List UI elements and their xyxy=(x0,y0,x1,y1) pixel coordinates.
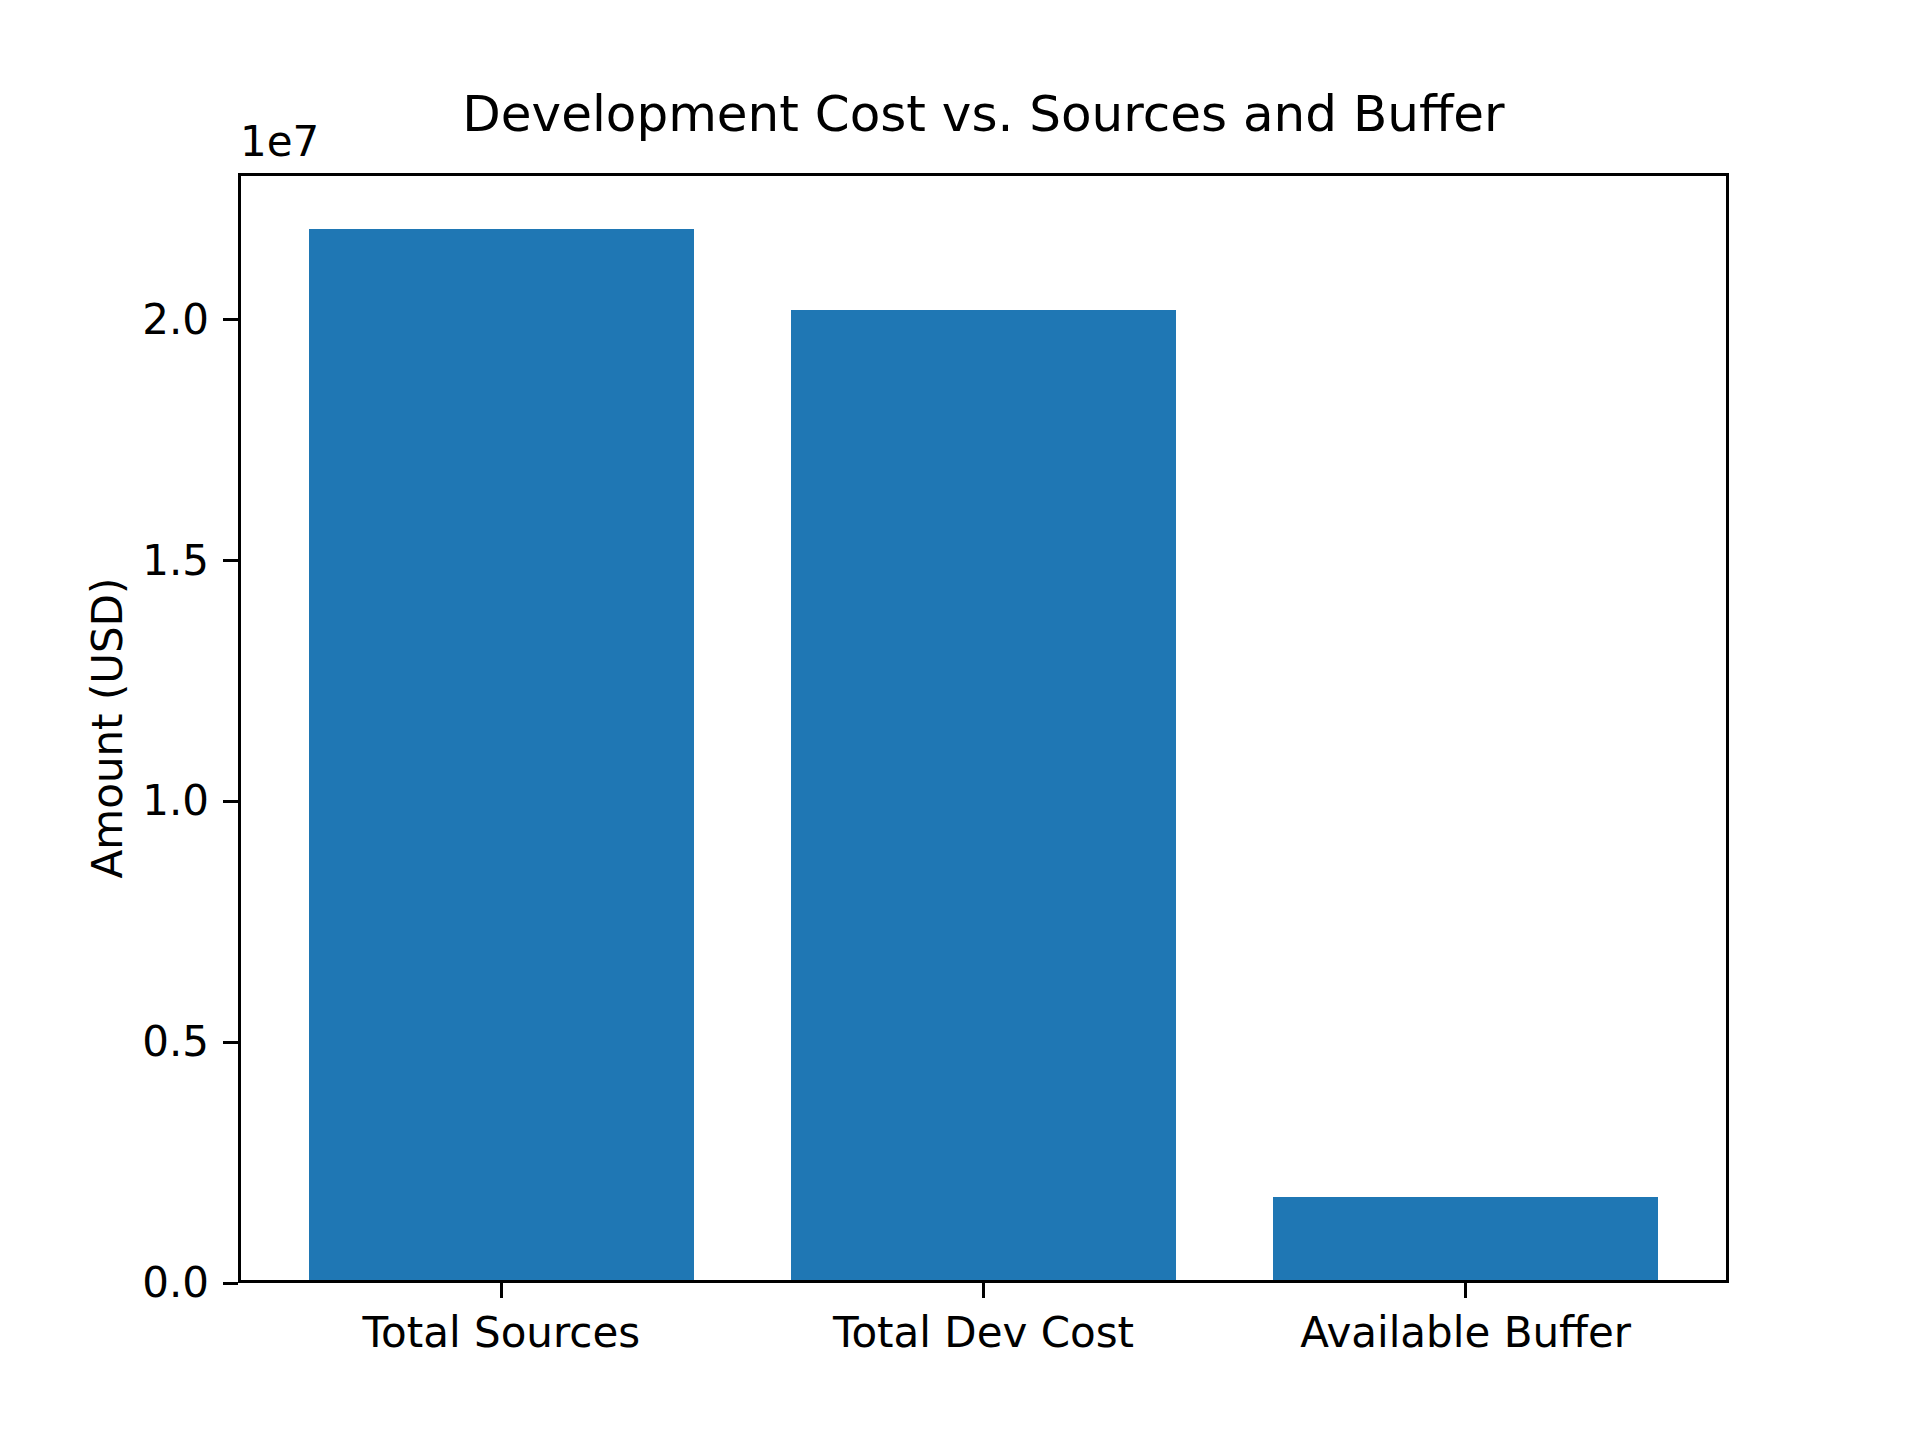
x-tick-mark xyxy=(982,1283,985,1298)
y-tick-mark xyxy=(223,1041,238,1044)
bar-total-sources xyxy=(309,229,695,1280)
figure: Development Cost vs. Sources and Buffer … xyxy=(0,0,1920,1440)
x-tick-label: Available Buffer xyxy=(1206,1308,1726,1358)
x-tick-mark xyxy=(1464,1283,1467,1298)
y-tick-mark xyxy=(223,318,238,321)
x-tick-mark xyxy=(500,1283,503,1298)
bar-available-buffer xyxy=(1273,1197,1659,1280)
y-tick-label: 1.0 xyxy=(9,776,209,826)
y-tick-label: 1.5 xyxy=(9,536,209,586)
y-tick-label: 2.0 xyxy=(9,295,209,345)
y-tick-label: 0.5 xyxy=(9,1017,209,1067)
x-tick-label: Total Sources xyxy=(241,1308,761,1358)
y-tick-mark xyxy=(223,559,238,562)
y-tick-label: 0.0 xyxy=(9,1258,209,1308)
bar-total-dev-cost xyxy=(791,310,1177,1280)
chart-title: Development Cost vs. Sources and Buffer xyxy=(238,84,1729,144)
y-axis-label: Amount (USD) xyxy=(83,578,132,879)
x-tick-label: Total Dev Cost xyxy=(724,1308,1244,1358)
y-axis-offset-label: 1e7 xyxy=(240,118,319,166)
plot-area xyxy=(238,173,1729,1283)
y-tick-mark xyxy=(223,1282,238,1285)
y-tick-mark xyxy=(223,800,238,803)
